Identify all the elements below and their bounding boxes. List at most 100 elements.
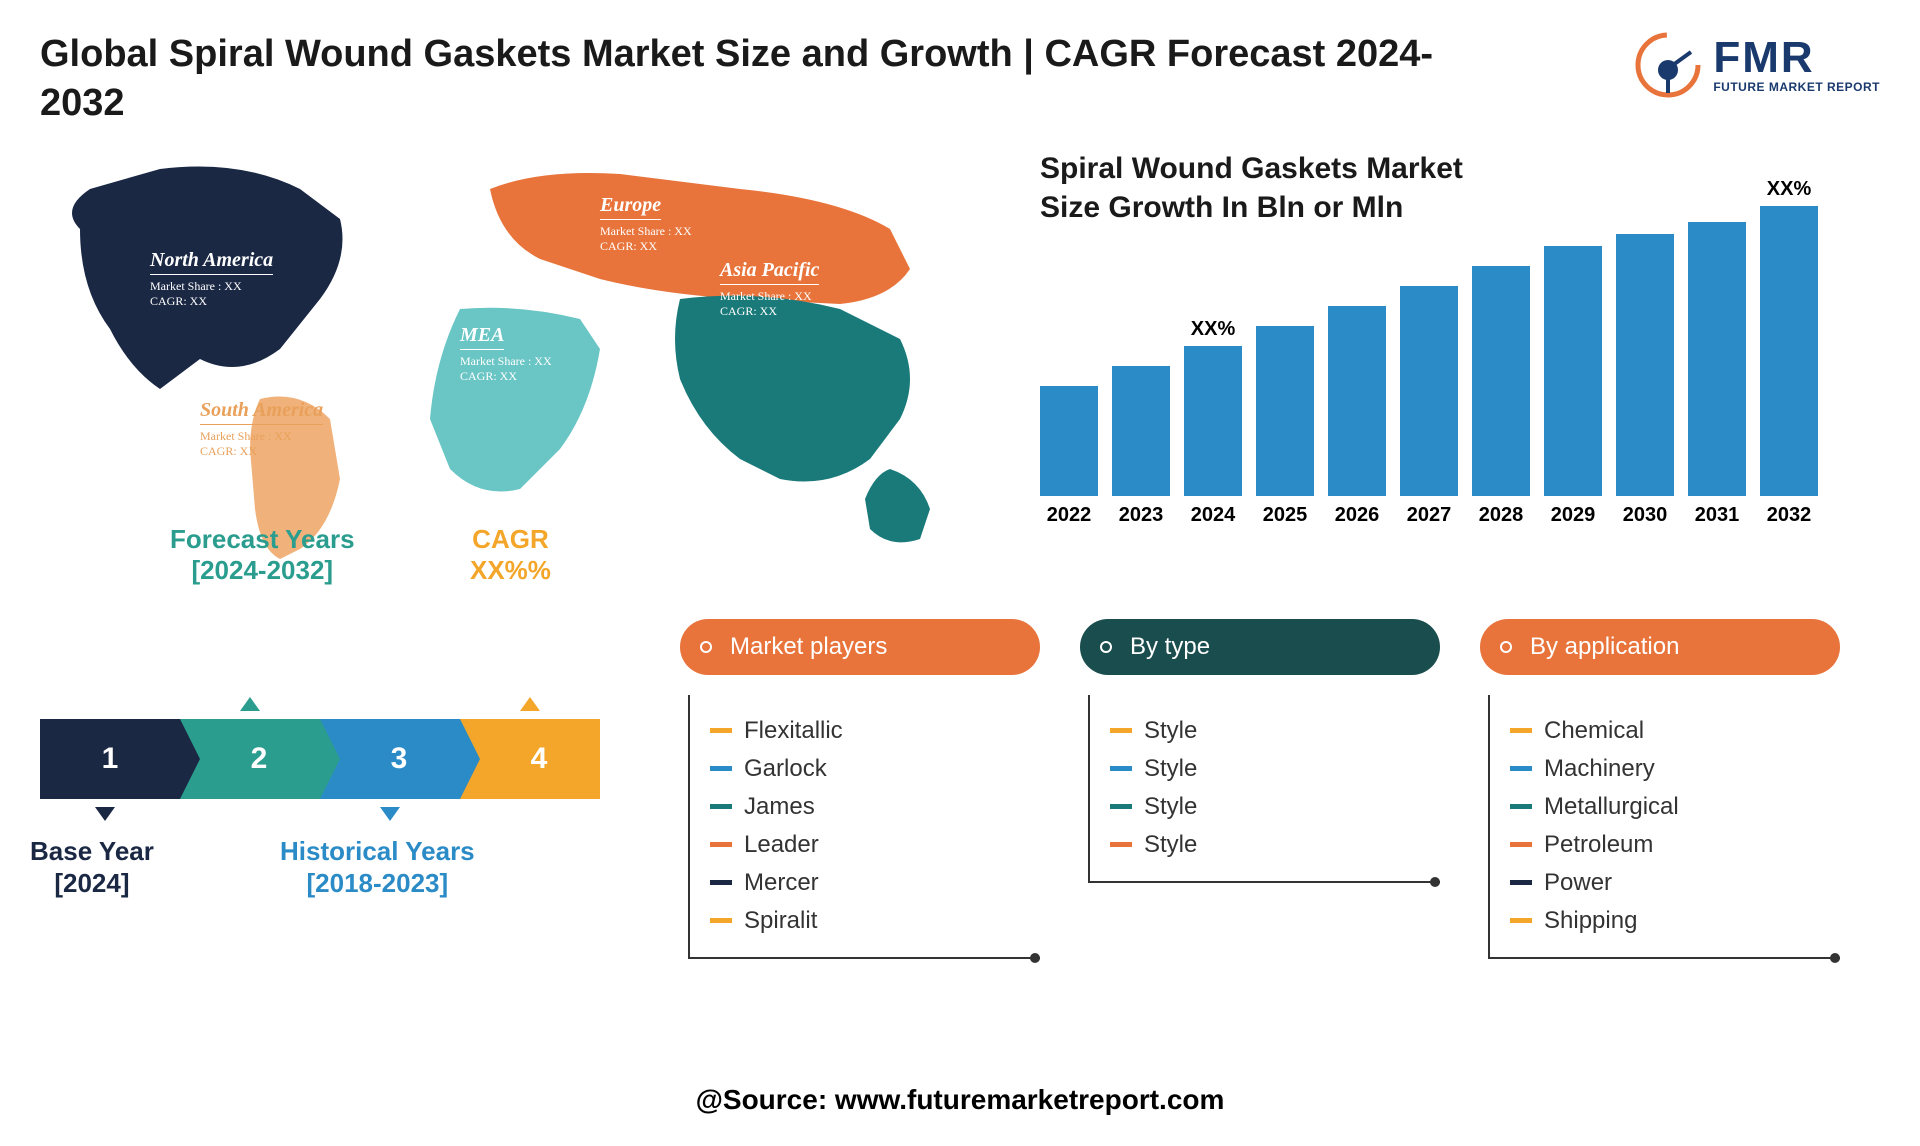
- by-type-pill: By type: [1080, 619, 1440, 675]
- logo-text: FMR FUTURE MARKET REPORT: [1713, 36, 1880, 94]
- list-item: Style: [1110, 793, 1440, 821]
- region-share: Market Share : XX: [600, 224, 692, 240]
- list-item: Petroleum: [1510, 831, 1840, 859]
- dot-icon: [1100, 641, 1112, 653]
- bar-2032: XX%2032: [1760, 206, 1818, 527]
- region-label-na: North America Market Share : XX CAGR: XX: [150, 249, 273, 310]
- bar-label: 2030: [1623, 504, 1668, 527]
- bar-label: 2027: [1407, 504, 1452, 527]
- hist-label: Historical Years [2018-2023]: [280, 836, 475, 898]
- list-item: James: [710, 793, 1040, 821]
- header: Global Spiral Wound Gaskets Market Size …: [40, 30, 1880, 129]
- logo: FMR FUTURE MARKET REPORT: [1633, 30, 1880, 100]
- region-name: Europe: [600, 194, 661, 220]
- dash-icon: [1510, 918, 1532, 923]
- list-item: Style: [1110, 717, 1440, 745]
- list-item: Leader: [710, 831, 1040, 859]
- list-item: Style: [1110, 755, 1440, 783]
- bar-label: 2031: [1695, 504, 1740, 527]
- dash-icon: [710, 766, 732, 771]
- list-item-text: Mercer: [744, 869, 819, 897]
- list-item-text: Power: [1544, 869, 1612, 897]
- bottom-section: Forecast Years [2024-2032] CAGR XX%% 1 2…: [40, 619, 1880, 959]
- timeline-seg-3: 3: [320, 719, 460, 799]
- bar-chart: Spiral Wound Gaskets Market Size Growth …: [1040, 149, 1880, 569]
- chart-title: Spiral Wound Gaskets Market Size Growth …: [1040, 149, 1500, 227]
- region-share: Market Share : XX: [200, 429, 323, 445]
- list-item: Shipping: [1510, 907, 1840, 935]
- dash-icon: [1510, 766, 1532, 771]
- list-item-text: Spiralit: [744, 907, 817, 935]
- by-application-column: By application Chemical Machinery Metall…: [1480, 619, 1840, 959]
- dot-icon: [700, 641, 712, 653]
- region-name: Asia Pacific: [720, 259, 819, 285]
- bar-2023: 2023: [1112, 366, 1170, 527]
- bar-label: 2028: [1479, 504, 1524, 527]
- bar-2022: 2022: [1040, 386, 1098, 527]
- list-item-text: Style: [1144, 831, 1197, 859]
- dash-icon: [710, 728, 732, 733]
- arrow-up-icon: [520, 697, 540, 711]
- list-item-text: Style: [1144, 717, 1197, 745]
- bar-rect: [1616, 234, 1674, 496]
- dash-icon: [1510, 804, 1532, 809]
- dot-icon: [1500, 641, 1512, 653]
- bar-annotation: XX%: [1191, 318, 1235, 341]
- timeline-bar: 1 2 3 4: [40, 719, 640, 799]
- logo-icon: [1633, 30, 1703, 100]
- list-item-text: Shipping: [1544, 907, 1637, 935]
- region-label-mea: MEA Market Share : XX CAGR: XX: [460, 324, 552, 385]
- bar-2028: 2028: [1472, 266, 1530, 527]
- region-label-eu: Europe Market Share : XX CAGR: XX: [600, 194, 692, 255]
- world-map: North America Market Share : XX CAGR: XX…: [40, 149, 1000, 569]
- region-name: North America: [150, 249, 273, 275]
- dash-icon: [710, 918, 732, 923]
- list-item-text: Metallurgical: [1544, 793, 1679, 821]
- dash-icon: [1110, 804, 1132, 809]
- list-item-text: Petroleum: [1544, 831, 1653, 859]
- bar-2024: XX%2024: [1184, 346, 1242, 527]
- bar-2026: 2026: [1328, 306, 1386, 527]
- forecast-label: Forecast Years [2024-2032]: [170, 524, 355, 586]
- region-share: Market Share : XX: [720, 289, 819, 305]
- bar-rect: [1328, 306, 1386, 496]
- logo-sub: FUTURE MARKET REPORT: [1713, 80, 1880, 94]
- dash-icon: [710, 804, 732, 809]
- region-cagr: CAGR: XX: [150, 294, 273, 310]
- timeline-seg-1: 1: [40, 719, 180, 799]
- list-item: Spiralit: [710, 907, 1040, 935]
- dash-icon: [710, 880, 732, 885]
- chart-container: 20222023XX%20242025202620272028202920302…: [1040, 247, 1880, 527]
- region-share: Market Share : XX: [150, 279, 273, 295]
- list-item: Metallurgical: [1510, 793, 1840, 821]
- bar-2029: 2029: [1544, 246, 1602, 527]
- list-item-text: Style: [1144, 755, 1197, 783]
- dash-icon: [1510, 842, 1532, 847]
- timeline-seg-4: 4: [460, 719, 600, 799]
- bar-label: 2024: [1191, 504, 1236, 527]
- bar-rect: [1256, 326, 1314, 496]
- ap-shape: [675, 295, 930, 542]
- dash-icon: [1110, 842, 1132, 847]
- bar-rect: [1760, 206, 1818, 496]
- bar-label: 2026: [1335, 504, 1380, 527]
- bar-label: 2029: [1551, 504, 1596, 527]
- bar-rect: [1184, 346, 1242, 496]
- dash-icon: [710, 842, 732, 847]
- list-item: Style: [1110, 831, 1440, 859]
- list-item-text: Garlock: [744, 755, 827, 783]
- source-attribution: @Source: www.futuremarketreport.com: [696, 1084, 1225, 1116]
- bar-label: 2022: [1047, 504, 1092, 527]
- arrow-up-icon: [240, 697, 260, 711]
- bar-annotation: XX%: [1767, 178, 1811, 201]
- list-item: Flexitallic: [710, 717, 1040, 745]
- region-cagr: CAGR: XX: [720, 304, 819, 320]
- list-item-text: Machinery: [1544, 755, 1655, 783]
- region-cagr: CAGR: XX: [460, 369, 552, 385]
- bar-rect: [1472, 266, 1530, 496]
- list-item: Machinery: [1510, 755, 1840, 783]
- region-label-ap: Asia Pacific Market Share : XX CAGR: XX: [720, 259, 819, 320]
- bar-label: 2023: [1119, 504, 1164, 527]
- list-item: Garlock: [710, 755, 1040, 783]
- dash-icon: [1110, 728, 1132, 733]
